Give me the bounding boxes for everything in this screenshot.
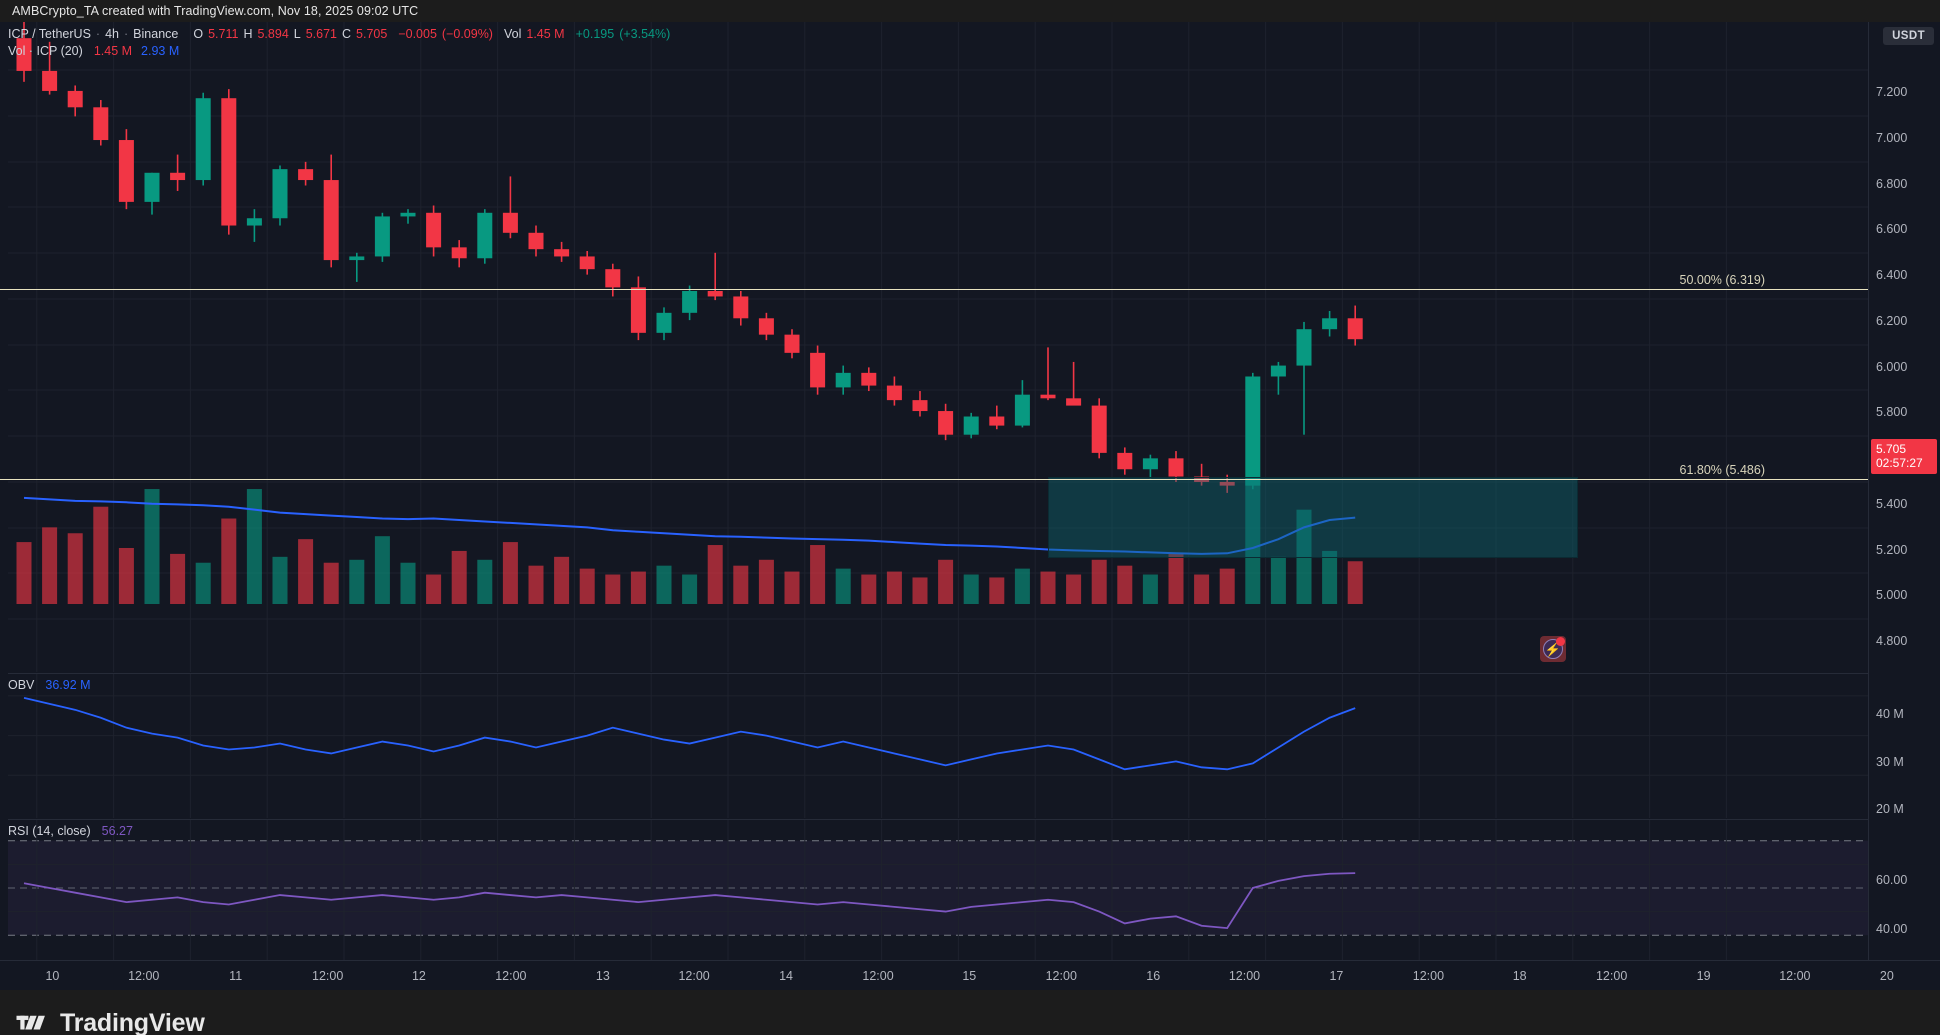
price-scale-tick: 6.000: [1876, 360, 1908, 374]
time-scale-tick: 12:00: [678, 969, 710, 983]
currency-badge[interactable]: USDT: [1883, 27, 1934, 45]
time-scale-tick: 19: [1696, 969, 1711, 983]
time-scale-tick: 17: [1329, 969, 1344, 983]
time-scale-tick: 12: [411, 969, 426, 983]
fib-level-line[interactable]: [0, 479, 1868, 480]
price-scale-tick: 5.800: [1876, 405, 1908, 419]
price-scale-tick: 40 M: [1876, 707, 1904, 721]
time-scale-tick: 15: [962, 969, 977, 983]
attribution-text: AMBCrypto_TA created with TradingView.co…: [12, 4, 419, 18]
fib-level-label: 50.00% (6.319): [1679, 273, 1765, 287]
time-scale-tick: 14: [779, 969, 793, 983]
rsi-pane[interactable]: [8, 819, 1868, 960]
last-price-value: 5.705: [1876, 442, 1907, 456]
price-scale-tick: 5.200: [1876, 543, 1908, 557]
chart-area[interactable]: 50.00% (6.319) 61.80% (5.486) ⚡ ICP / Tet…: [0, 22, 1940, 1035]
time-scale-tick: 12:00: [1779, 969, 1811, 983]
fib-level-label: 61.80% (5.486): [1679, 463, 1765, 477]
time-scale-tick: 16: [1146, 969, 1161, 983]
time-scale-tick: 12:00: [1228, 969, 1261, 983]
time-scale-tick: 12:00: [862, 969, 894, 983]
chart-panes: [8, 22, 1868, 960]
last-price-badge: 5.705 02:57:27: [1871, 439, 1937, 474]
obv-line-svg: [8, 674, 1868, 818]
price-scale-tick: 6.800: [1876, 177, 1908, 191]
price-scale-tick: 4.800: [1876, 634, 1908, 648]
time-scale-tick: 12:00: [312, 969, 344, 983]
price-scale-tick: 6.200: [1876, 314, 1908, 328]
price-scale-tick: 7.200: [1876, 85, 1908, 99]
time-scale-tick: 13: [595, 969, 610, 983]
lightning-bolt-alert-icon[interactable]: ⚡: [1540, 636, 1566, 662]
rsi-line-svg: [8, 820, 1868, 960]
time-scale[interactable]: 10 12:00 11 12:00 12 12:00 13 12:00 14 12:00 15 12:…: [0, 960, 1940, 990]
tradingview-wordmark: TradingView: [60, 1009, 205, 1035]
time-scale-tick: 10: [45, 969, 60, 983]
time-scale-tick: 11: [229, 969, 243, 983]
price-scale[interactable]: USDT 7.200 7.000 6.800 6.600 6.400 6.200 6.000…: [1868, 22, 1940, 1035]
obv-pane[interactable]: [8, 673, 1868, 818]
bolt-glyph: ⚡: [1544, 641, 1562, 657]
alert-badge-dot: [1556, 637, 1565, 646]
tradingview-logo-icon: [16, 1015, 45, 1029]
time-scale-tick: 20: [1879, 969, 1894, 983]
attribution-bar: AMBCrypto_TA created with TradingView.co…: [0, 0, 1940, 22]
time-scale-tick: 12:00: [128, 969, 160, 983]
price-scale-tick: 5.400: [1876, 497, 1908, 511]
time-scale-tick: 12:00: [1412, 969, 1445, 983]
alert-circle: ⚡: [1543, 637, 1565, 659]
price-scale-tick: 5.000: [1876, 588, 1908, 602]
price-scale-tick: 60.00: [1876, 873, 1908, 887]
supply-zone-rectangle[interactable]: [1048, 477, 1578, 558]
price-pane[interactable]: [8, 22, 1868, 672]
time-scale-tick: 12:00: [1595, 969, 1628, 983]
time-scale-tick: 12:00: [1045, 969, 1077, 983]
price-scale-tick: 6.400: [1876, 268, 1908, 282]
time-scale-tick: 12:00: [495, 969, 527, 983]
price-scale-tick: 20 M: [1876, 802, 1904, 816]
time-scale-tick: 18: [1512, 969, 1527, 983]
fib-level-line[interactable]: [0, 289, 1868, 290]
price-scale-tick: 7.000: [1876, 131, 1908, 145]
bar-countdown: 02:57:27: [1876, 456, 1923, 470]
price-scale-tick: 30 M: [1876, 755, 1904, 769]
price-scale-tick: 6.600: [1876, 222, 1908, 236]
price-candlestick-svg: [8, 22, 1868, 672]
footer-branding: TradingView: [0, 990, 1940, 1035]
price-scale-tick: 40.00: [1876, 922, 1908, 936]
